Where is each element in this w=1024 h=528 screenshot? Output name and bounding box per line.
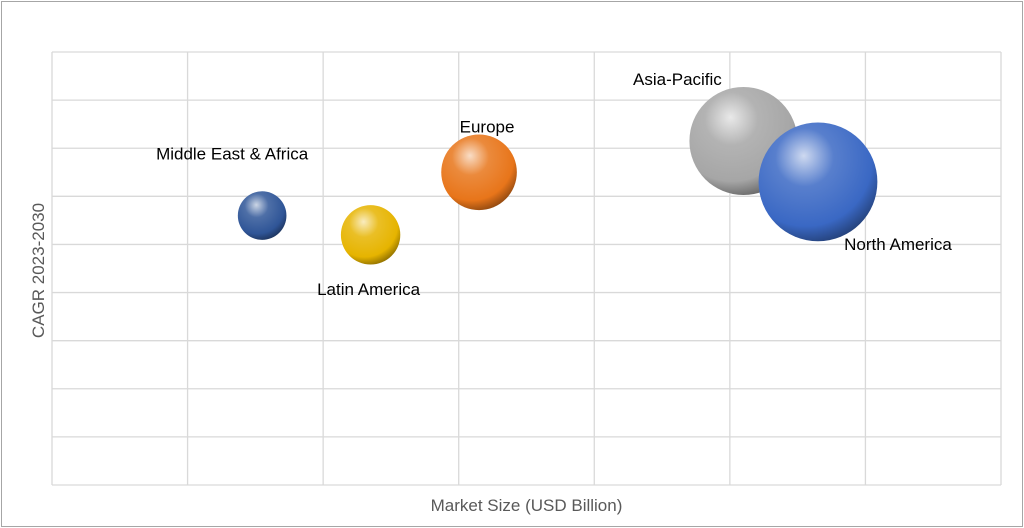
bubble-north-america [758, 122, 878, 242]
data-label: Europe [460, 117, 515, 136]
bubble-latin-america [340, 205, 401, 265]
x-axis-title: Market Size (USD Billion) [431, 496, 623, 515]
data-label: Asia-Pacific [633, 70, 722, 89]
data-label: Latin America [317, 280, 421, 299]
bubble-europe [441, 134, 517, 211]
bubbles [237, 87, 878, 265]
gridlines [51, 51, 1002, 486]
y-axis-title: CAGR 2023-2030 [29, 203, 48, 338]
data-label: Middle East & Africa [156, 145, 309, 164]
data-label: North America [844, 235, 952, 254]
bubble-labels: Middle East & Africa Latin America Europe A… [156, 70, 952, 299]
bubble-middle-east-africa [237, 191, 287, 240]
